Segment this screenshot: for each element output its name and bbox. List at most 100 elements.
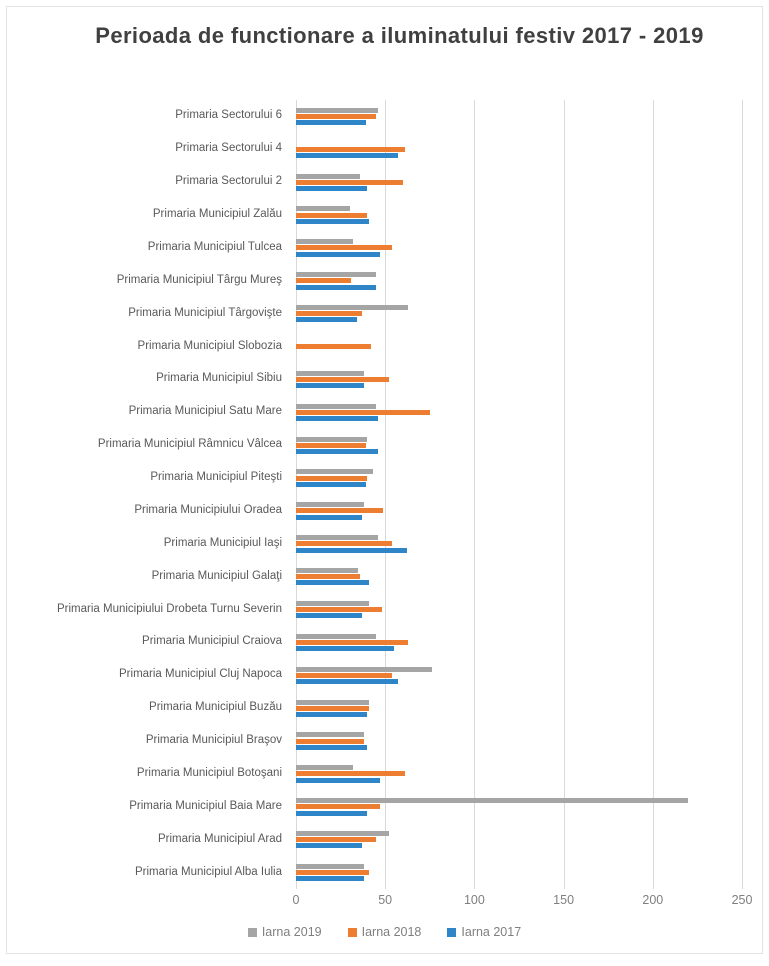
category-label: Primaria Municipiul Sibiu [156,372,282,385]
category-label: Primaria Municipiului Drobeta Turnu Seve… [57,602,282,615]
gridline-150 [563,100,565,889]
bar-iarna-2019 [296,502,364,508]
bar-iarna-2017 [296,876,364,882]
bar-group [296,166,742,199]
gridline-250 [742,100,743,889]
bar-group [296,495,742,528]
bar-iarna-2019 [296,666,432,672]
bar-iarna-2019 [296,239,354,245]
legend-label: Iarna 2019 [261,925,322,939]
bar-iarna-2018 [296,804,380,810]
legend-swatch-icon [347,927,357,937]
bar-group [296,462,742,495]
category-label: Primaria Municipiul Craiova [142,635,282,648]
bar-iarna-2019 [296,107,379,113]
bar-iarna-2017 [296,481,366,487]
bar-iarna-2017 [296,711,368,717]
category-label: Primaria Municipiul Botoşani [136,766,282,779]
bar-group [296,527,742,560]
bar-iarna-2018 [296,245,393,251]
bar-iarna-2018 [296,475,368,481]
bar-iarna-2018 [296,639,409,645]
value-axis-line [296,100,297,889]
category-label: Primaria Municipiul Piteşti [150,471,282,484]
value-axis: 0 50 100 150 200 250 [292,893,753,913]
bar-iarna-2019 [296,831,389,836]
legend-item[interactable]: Iarna 2018 [347,925,421,939]
category-label: Primaria Municipiul Cluj Napoca [119,668,282,681]
bar-iarna-2019 [296,403,377,409]
bar-iarna-2019 [296,173,361,179]
chart-legend: Iarna 2019 Iarna 2018 Iarna 2017 [7,925,762,939]
bar-iarna-2017 [296,317,357,323]
bar-group [296,856,742,889]
bar-group [296,396,742,429]
category-label: Primaria Municipiului Oradea [134,503,282,516]
bar-iarna-2017 [296,613,362,619]
bar-iarna-2019 [296,535,379,541]
bar-iarna-2019 [296,469,373,475]
bar-iarna-2019 [296,272,377,278]
bar-iarna-2018 [296,344,371,350]
bar-iarna-2018 [296,278,352,284]
bar-iarna-2017 [296,251,380,257]
bar-iarna-2017 [296,448,379,454]
gridline-50 [385,100,387,889]
category-axis: Primaria Sectorului 6 Primaria Sectorului… [7,100,290,889]
bar-iarna-2018 [296,607,382,613]
bar-rows [296,100,742,889]
bar-iarna-2018 [296,705,370,711]
bar-iarna-2018 [296,574,361,580]
bar-group [296,823,742,856]
legend-item[interactable]: Iarna 2019 [247,925,322,939]
bar-group [296,330,742,363]
bar-iarna-2019 [296,699,370,705]
bar-iarna-2019 [296,732,364,738]
gridline-100 [474,100,476,889]
category-label: Primaria Municipiul Zalău [152,208,282,221]
category-label: Primaria Municipiul Târgu Mureş [116,273,282,286]
bar-group [296,133,742,166]
bar-iarna-2017 [296,547,407,553]
category-label: Primaria Sectorului 2 [175,175,282,188]
bar-group [296,659,742,692]
bar-iarna-2018 [296,837,377,843]
bar-iarna-2018 [296,672,393,678]
x-tick-label-100: 100 [463,893,485,907]
bar-iarna-2017 [296,284,377,290]
legend-item[interactable]: Iarna 2017 [447,925,521,939]
x-tick-label-0: 0 [292,893,300,907]
bar-iarna-2019 [296,568,359,573]
bar-iarna-2017 [296,185,368,191]
category-label: Primaria Municipiul Arad [158,832,282,845]
legend-swatch-icon [447,927,457,937]
bar-iarna-2019 [296,206,350,212]
chart-container: Perioada de functionare a iluminatului f… [6,6,763,954]
category-label: Primaria Sectorului 6 [175,109,282,122]
bar-iarna-2018 [296,179,404,185]
bar-iarna-2018 [296,376,389,382]
bar-iarna-2017 [296,843,362,849]
bar-iarna-2017 [296,777,380,783]
category-label: Primaria Municipiul Alba Iulia [134,865,282,878]
category-label: Primaria Municipiul Slobozia [137,339,282,352]
bar-iarna-2017 [296,153,398,158]
bar-iarna-2017 [296,416,379,421]
bar-iarna-2018 [296,146,405,152]
bar-iarna-2019 [296,765,354,771]
bar-iarna-2017 [296,679,398,684]
x-tick-label-250: 250 [731,893,753,907]
category-label: Primaria Municipiul Tulcea [147,240,282,253]
x-tick-label-50: 50 [378,893,393,907]
chart-title: Perioada de functionare a iluminatului f… [95,23,704,48]
bar-group [296,593,742,626]
bar-iarna-2019 [296,600,370,606]
bar-iarna-2017 [296,810,368,816]
bar-group [296,725,742,758]
bar-group [296,626,742,659]
bar-iarna-2019 [296,370,364,376]
category-label: Primaria Municipiul Iaşi [163,536,282,549]
bar-iarna-2019 [296,436,368,442]
bar-iarna-2018 [296,212,368,218]
bar-iarna-2017 [296,120,366,126]
